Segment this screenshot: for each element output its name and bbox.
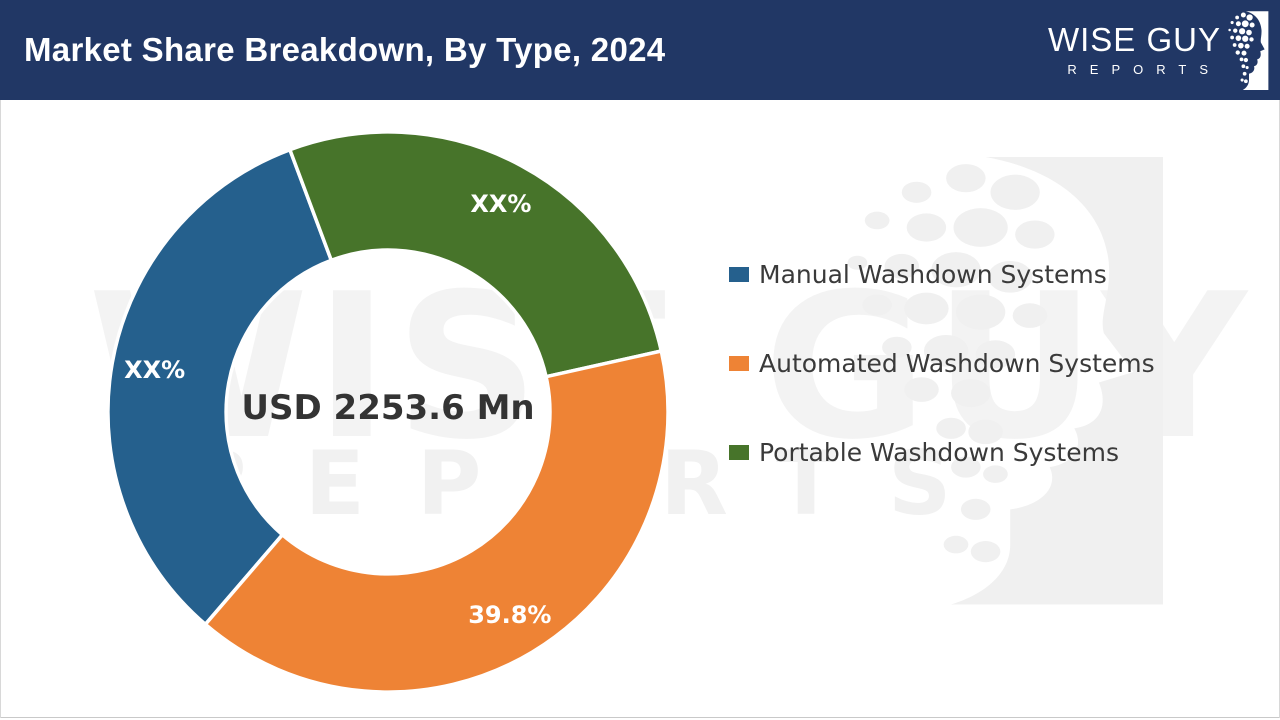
legend-swatch-automated <box>729 356 749 371</box>
legend-item-manual: Manual Washdown Systems <box>729 260 1155 289</box>
legend-label-portable: Portable Washdown Systems <box>759 438 1119 467</box>
page-title: Market Share Breakdown, By Type, 2024 <box>24 31 666 68</box>
slice-label-portable: XX% <box>470 189 532 218</box>
wiseguy-logo: WISE GUY REPORTS <box>1048 8 1270 92</box>
header-bar: Market Share Breakdown, By Type, 2024 <box>0 0 1280 100</box>
legend-label-manual: Manual Washdown Systems <box>759 260 1107 289</box>
donut-slice-2 <box>288 130 664 379</box>
chart-legend: Manual Washdown Systems Automated Washdo… <box>729 260 1155 467</box>
donut-slice-0 <box>106 147 334 627</box>
legend-label-automated: Automated Washdown Systems <box>759 349 1155 378</box>
legend-item-automated: Automated Washdown Systems <box>729 349 1155 378</box>
logo-wordmark: WISE GUY <box>1047 21 1221 58</box>
legend-swatch-portable <box>729 445 749 460</box>
slice-label-automated: 39.8% <box>468 601 552 630</box>
donut-center-value: USD 2253.6 Mn <box>241 388 535 428</box>
legend-item-portable: Portable Washdown Systems <box>729 438 1155 467</box>
logo-subtitle: REPORTS <box>1067 62 1221 77</box>
frame-left-line <box>0 100 1 718</box>
legend-swatch-manual <box>729 267 749 282</box>
donut-slice-1 <box>203 349 670 694</box>
slice-label-manual: XX% <box>124 356 186 385</box>
wiseguy-face-watermark <box>847 157 1163 605</box>
frame-bottom-line <box>0 717 1280 718</box>
wiseguy-face-icon <box>1228 11 1269 90</box>
